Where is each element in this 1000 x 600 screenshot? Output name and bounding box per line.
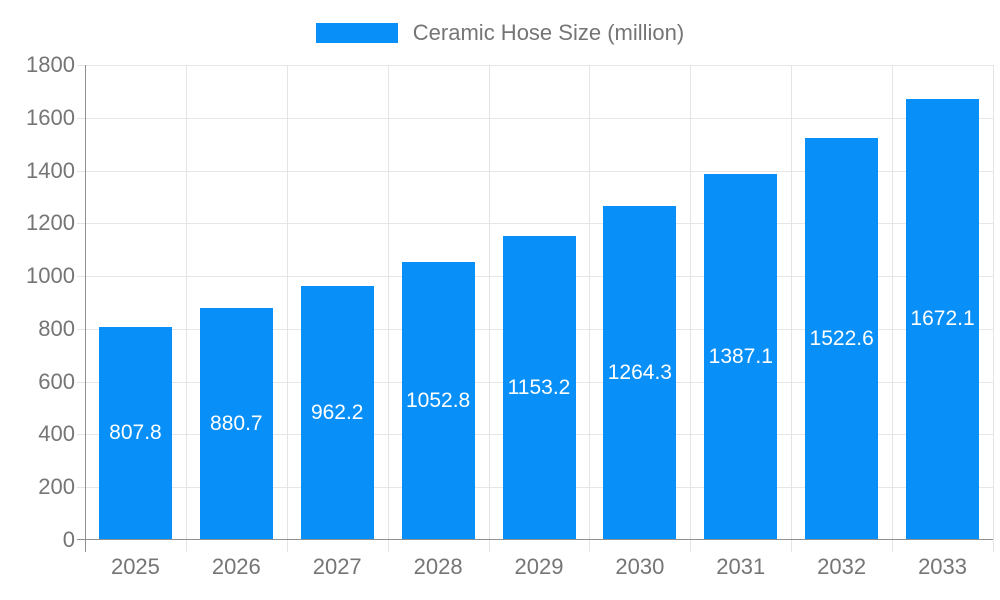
category-separator bbox=[993, 65, 994, 552]
y-tick-label: 400 bbox=[38, 421, 75, 447]
y-axis-tick bbox=[77, 381, 85, 383]
x-tick-label: 2027 bbox=[312, 554, 362, 579]
legend-label: Ceramic Hose Size (million) bbox=[412, 20, 685, 45]
x-axis-baseline bbox=[77, 539, 993, 540]
bar-value-label: 880.7 bbox=[210, 411, 263, 435]
x-tick-label: 2026 bbox=[211, 554, 261, 579]
y-axis-tick bbox=[77, 276, 85, 278]
x-tick-label: 2028 bbox=[413, 554, 463, 579]
bar-value-label: 1052.8 bbox=[405, 389, 471, 413]
y-axis-tick bbox=[77, 328, 85, 330]
category-separator bbox=[185, 65, 187, 552]
bar: 1264.3 bbox=[603, 206, 677, 540]
bar: 807.8 bbox=[98, 326, 172, 540]
bar: 1522.6 bbox=[805, 138, 879, 540]
bar: 1672.1 bbox=[906, 98, 980, 540]
x-tick-label: 2030 bbox=[615, 554, 665, 579]
category-separator bbox=[488, 65, 490, 552]
gridline-horizontal bbox=[85, 223, 993, 225]
bar-value-label: 1264.3 bbox=[607, 361, 672, 385]
y-axis-tick bbox=[77, 170, 85, 172]
legend-swatch-icon bbox=[315, 23, 398, 43]
bar-value-label: 1672.1 bbox=[910, 307, 975, 331]
y-tick-label: 200 bbox=[38, 474, 75, 500]
category-separator bbox=[286, 65, 288, 552]
x-tick-label: 2033 bbox=[918, 554, 968, 579]
bar-value-label: 962.2 bbox=[310, 401, 364, 425]
y-axis-tick bbox=[77, 223, 85, 225]
bar-value-label: 1387.1 bbox=[708, 344, 773, 368]
x-tick-label: 2031 bbox=[716, 554, 766, 579]
x-tick-label: 2032 bbox=[817, 554, 867, 579]
category-separator bbox=[387, 65, 389, 552]
y-axis-line bbox=[85, 65, 86, 552]
gridline-horizontal bbox=[85, 65, 993, 66]
y-axis-tick bbox=[77, 117, 85, 119]
bar-value-label: 807.8 bbox=[109, 421, 162, 445]
y-tick-label: 1600 bbox=[26, 104, 75, 130]
gridline-horizontal bbox=[85, 117, 993, 119]
category-separator bbox=[892, 65, 894, 552]
x-tick-label: 2025 bbox=[110, 554, 160, 579]
gridline-horizontal bbox=[85, 170, 993, 172]
y-tick-label: 1400 bbox=[26, 157, 75, 183]
y-tick-label: 1000 bbox=[26, 263, 75, 289]
bar: 1052.8 bbox=[401, 262, 475, 540]
y-axis-tick bbox=[77, 65, 85, 66]
bar-value-label: 1153.2 bbox=[507, 375, 571, 399]
category-separator bbox=[690, 65, 692, 552]
y-tick-label: 800 bbox=[38, 315, 75, 341]
x-tick-label: 2029 bbox=[514, 554, 564, 579]
y-tick-label: 1800 bbox=[26, 52, 75, 77]
bar: 962.2 bbox=[300, 286, 374, 540]
y-tick-label: 1200 bbox=[26, 210, 75, 236]
bar: 1387.1 bbox=[704, 173, 778, 540]
bar: 880.7 bbox=[199, 307, 273, 540]
legend-item[interactable]: Ceramic Hose Size (million) bbox=[0, 20, 1000, 46]
y-axis-tick bbox=[77, 487, 85, 489]
y-tick-label: 0 bbox=[62, 527, 75, 552]
plot-area: 0 200 400 600 800 1000 1200 1400 1600 1800 807.8 88… bbox=[26, 54, 994, 579]
y-tick-label: 600 bbox=[38, 368, 75, 394]
bar: 1153.2 bbox=[502, 235, 576, 540]
category-separator bbox=[589, 65, 591, 552]
category-separator bbox=[791, 65, 793, 552]
y-axis-tick bbox=[77, 434, 85, 436]
bar-value-label: 1522.6 bbox=[809, 327, 874, 351]
